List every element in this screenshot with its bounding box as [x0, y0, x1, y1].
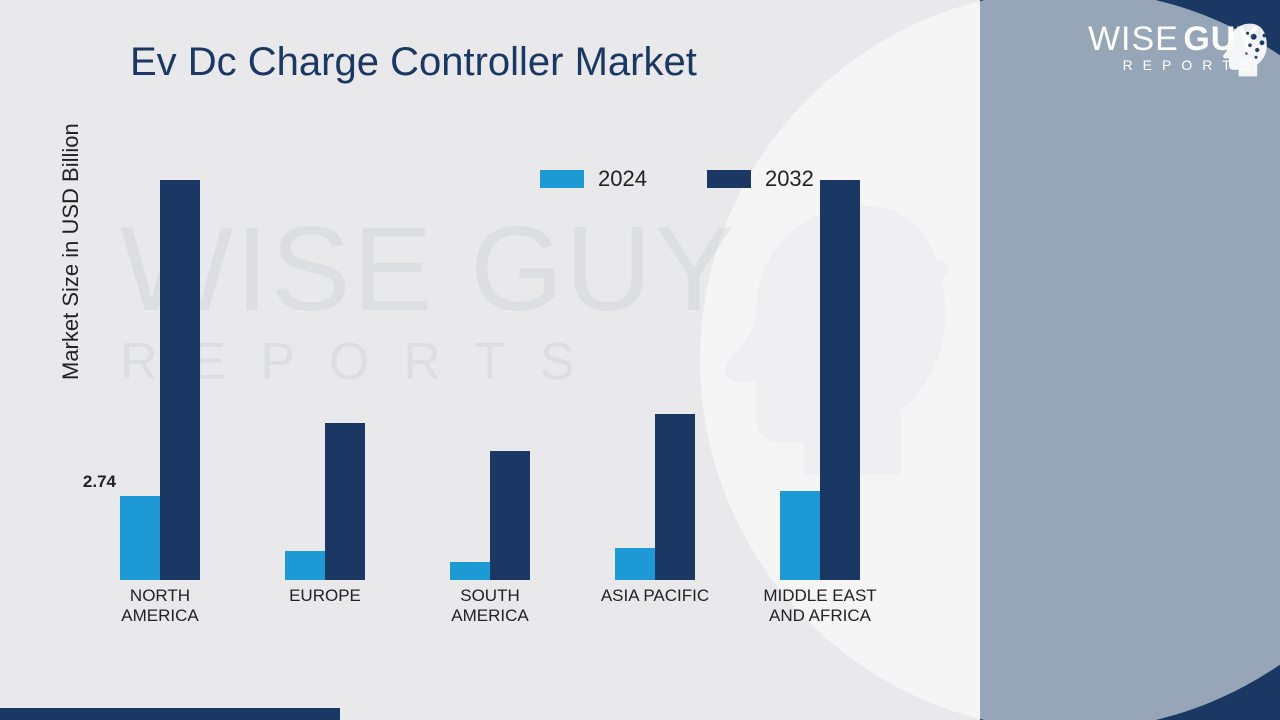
chart-area: NORTH AMERICAEUROPESOUTH AMERICAASIA PAC… [110, 180, 950, 580]
brand-head-icon [1214, 20, 1274, 80]
chart-plot: NORTH AMERICAEUROPESOUTH AMERICAASIA PAC… [110, 180, 950, 580]
brand-word1: WISE [1088, 20, 1179, 58]
x-axis-label: ASIA PACIFIC [585, 586, 725, 606]
bottom-accent-bar [0, 708, 340, 720]
bar [615, 548, 655, 580]
x-axis-label: MIDDLE EAST AND AFRICA [750, 586, 890, 626]
bar [450, 562, 490, 580]
bar [285, 551, 325, 580]
x-axis-label: EUROPE [255, 586, 395, 606]
bar [160, 180, 200, 580]
bar [120, 496, 160, 580]
bar [780, 491, 820, 580]
bar [325, 423, 365, 580]
bar-value-label: 2.74 [70, 472, 116, 492]
x-axis-label: NORTH AMERICA [90, 586, 230, 626]
page-canvas: WISE GUY REPORTS WISE GUY REPORTS Ev Dc … [0, 0, 1280, 720]
bar [820, 180, 860, 580]
x-axis-label: SOUTH AMERICA [420, 586, 560, 626]
page-title: Ev Dc Charge Controller Market [130, 40, 697, 85]
bar [655, 414, 695, 580]
y-axis-label: Market Size in USD Billion [58, 123, 84, 380]
bar [490, 451, 530, 580]
